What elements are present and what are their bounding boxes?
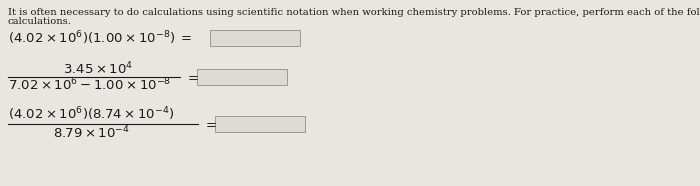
Text: It is often necessary to do calculations using scientific notation when working : It is often necessary to do calculations… [8, 8, 700, 17]
FancyBboxPatch shape [215, 116, 305, 132]
Text: $=$: $=$ [203, 117, 217, 130]
Text: $=$: $=$ [185, 70, 200, 84]
Text: $(4.02 \times 10^{6})(8.74 \times 10^{-4})$: $(4.02 \times 10^{6})(8.74 \times 10^{-4… [8, 105, 174, 123]
FancyBboxPatch shape [210, 30, 300, 46]
Text: $8.79 \times 10^{-4}$: $8.79 \times 10^{-4}$ [53, 125, 130, 141]
FancyBboxPatch shape [197, 69, 287, 85]
Text: $(4.02 \times 10^{6})(1.00 \times 10^{-8})\; =$: $(4.02 \times 10^{6})(1.00 \times 10^{-8… [8, 29, 192, 47]
Text: $7.02 \times 10^{6} - 1.00 \times 10^{-8}$: $7.02 \times 10^{6} - 1.00 \times 10^{-8… [8, 77, 171, 93]
Text: $3.45 \times 10^{4}$: $3.45 \times 10^{4}$ [63, 61, 133, 77]
Text: calculations.: calculations. [8, 17, 72, 26]
